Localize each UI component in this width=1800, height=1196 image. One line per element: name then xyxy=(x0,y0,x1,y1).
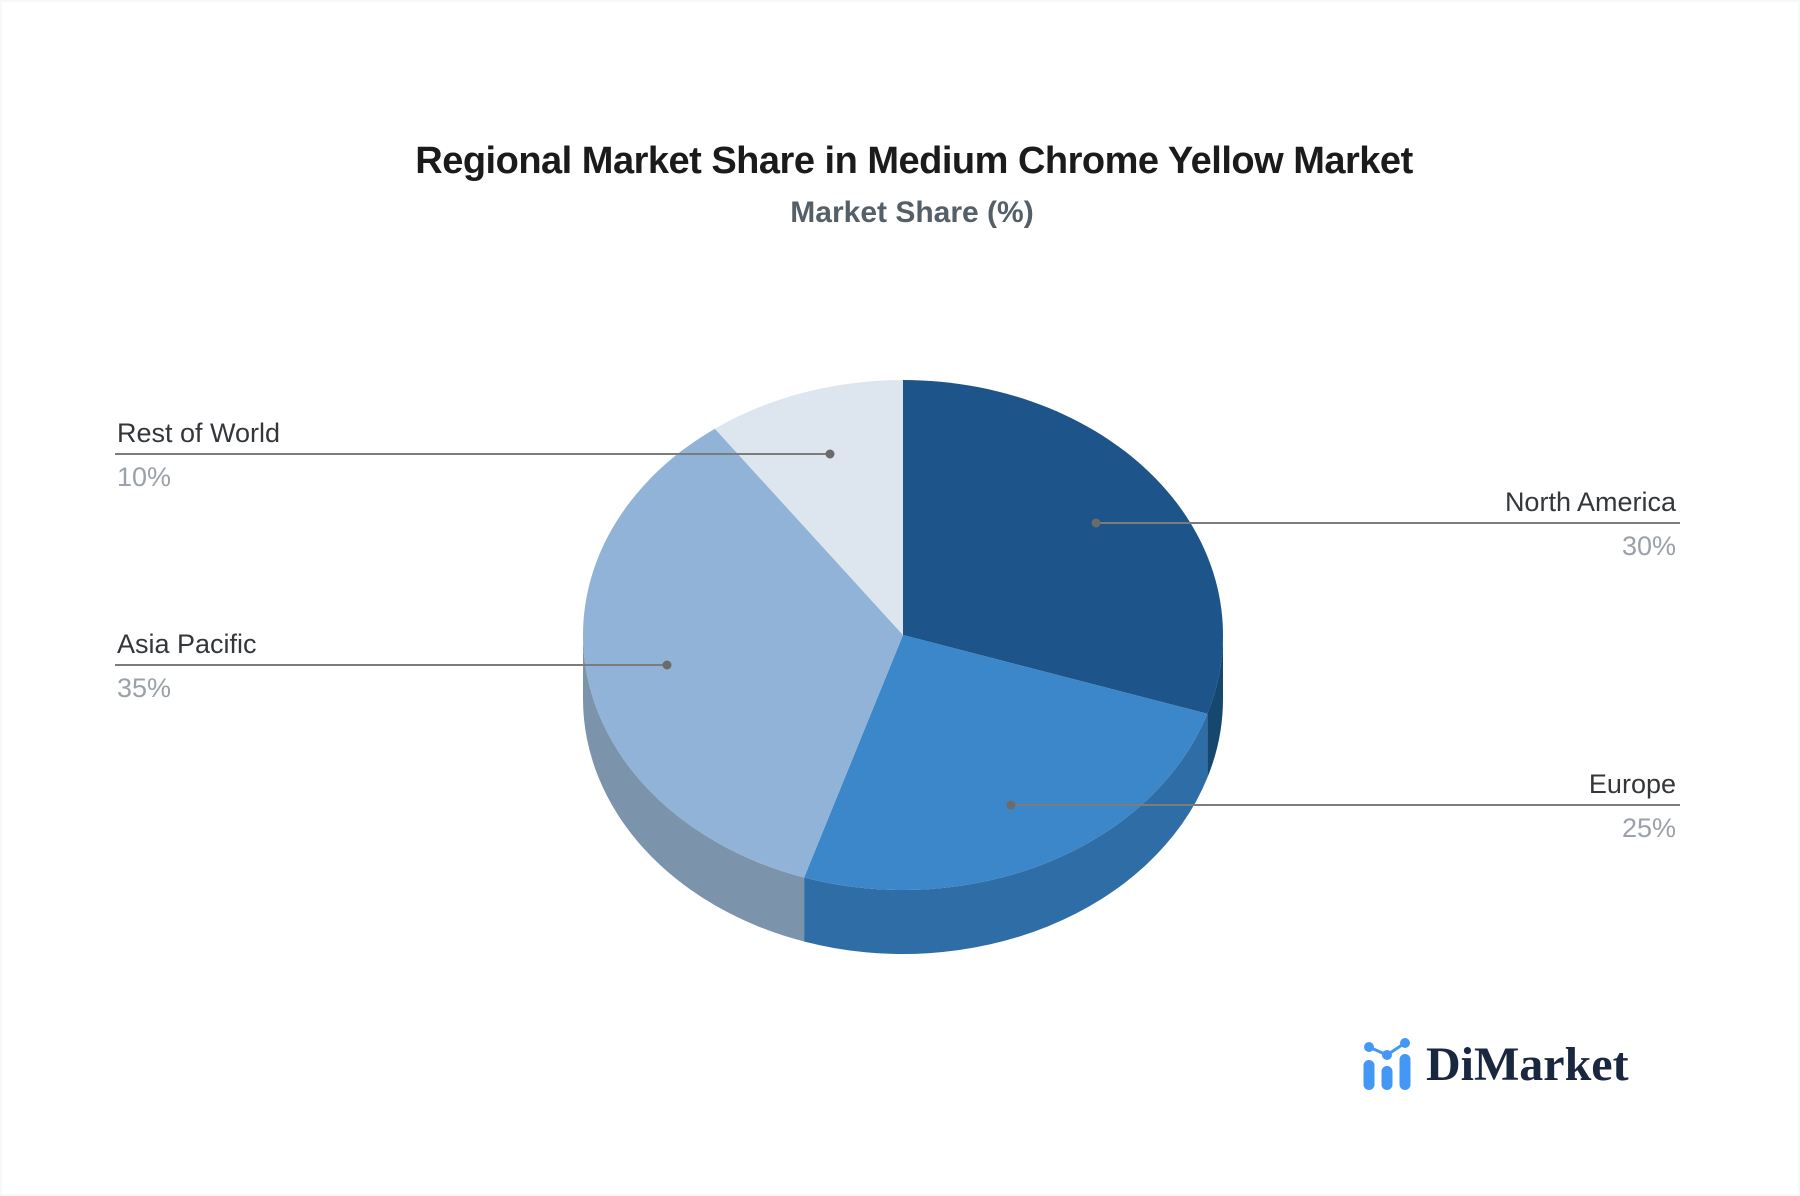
pie-slice-side-europe xyxy=(804,713,1208,954)
pie-label-name-rest-of-world: Rest of World xyxy=(117,418,281,448)
bar-line-chart-icon xyxy=(1363,1038,1411,1090)
pie-label-value-asia-pacific: 35% xyxy=(117,673,172,703)
pie-label-name-asia-pacific: Asia Pacific xyxy=(117,629,257,659)
pie-slice-side-north-america xyxy=(1207,635,1223,778)
brand-logo-text: DiMarket xyxy=(1426,1038,1629,1091)
pie-slice-north-america[interactable] xyxy=(903,379,1223,714)
pie-slice-asia-pacific[interactable] xyxy=(582,428,903,878)
pie-label-name-europe: Europe xyxy=(1588,769,1676,799)
pie-slice-side-asia-pacific xyxy=(583,635,805,942)
callout-dot-asia-pacific xyxy=(662,660,672,670)
pie-slice-rest-of-world[interactable] xyxy=(714,380,903,635)
pie-label-value-europe: 25% xyxy=(1621,813,1676,843)
callout-dot-europe xyxy=(1006,800,1016,810)
pie-label-name-north-america: North America xyxy=(1504,487,1676,517)
pie-label-value-rest-of-world: 10% xyxy=(117,462,172,492)
brand-logo: DiMarket xyxy=(1362,1038,1629,1092)
pie-label-value-north-america: 30% xyxy=(1621,531,1676,561)
chart-title: Regional Market Share in Medium Chrome Y… xyxy=(415,140,1413,182)
pie-slice-europe[interactable] xyxy=(804,635,1208,890)
callout-dot-north-america xyxy=(1091,518,1101,528)
callout-dot-rest-of-world xyxy=(825,449,835,459)
chart-subtitle: Market Share (%) xyxy=(790,196,1034,229)
